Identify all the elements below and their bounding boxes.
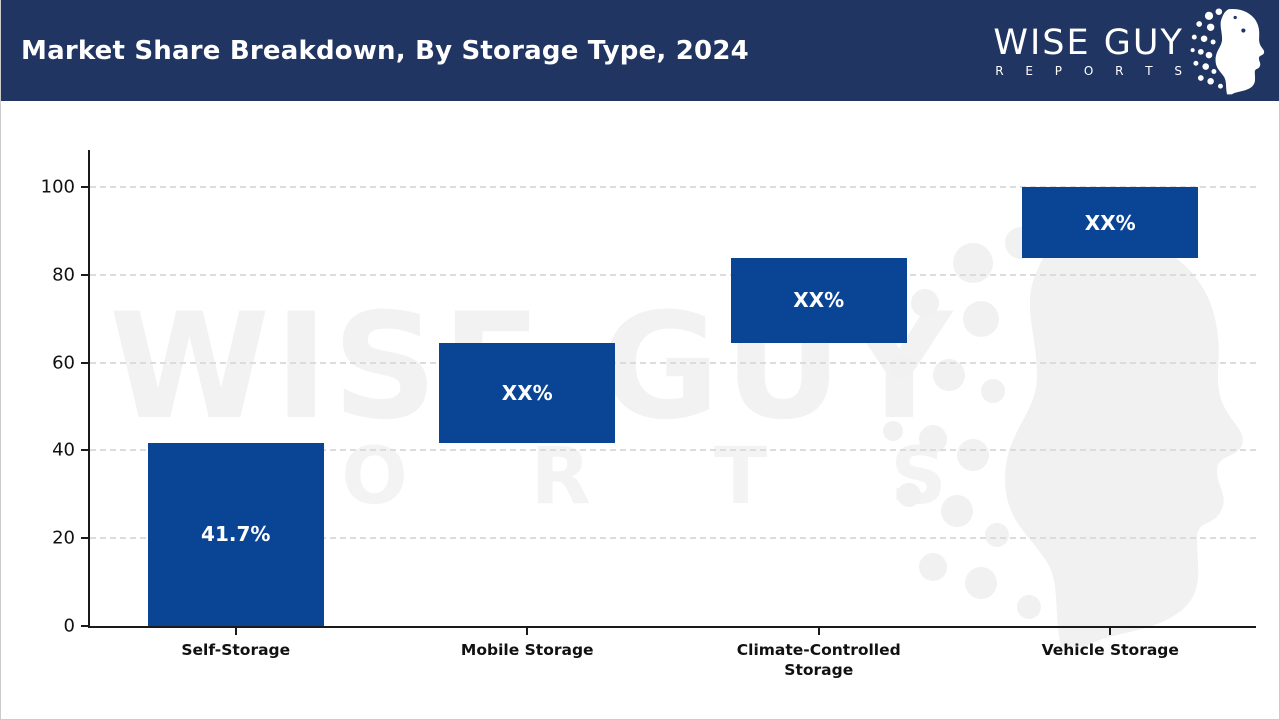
y-axis-tick-label: 60 — [52, 352, 75, 374]
x-axis-category-label: Vehicle Storage — [1041, 641, 1179, 659]
gridline — [90, 273, 1256, 276]
x-axis-tick — [1109, 628, 1112, 635]
header-bar: Market Share Breakdown, By Storage Type,… — [1, 0, 1279, 101]
bar — [439, 342, 616, 443]
brand-logo-text: WISE GUY R E P O R T S — [986, 22, 1191, 78]
watermark-face-icon — [883, 227, 1243, 647]
x-axis-category-label: Mobile Storage — [460, 641, 594, 659]
brand-logo: WISE GUY R E P O R T S — [986, 6, 1269, 96]
y-axis-line — [88, 150, 90, 628]
x-axis-tick — [817, 628, 820, 635]
y-axis-tick-label: 20 — [52, 527, 75, 549]
brand-subname: R E P O R T S — [995, 63, 1191, 78]
y-axis-tick-label: 80 — [52, 264, 75, 286]
bar — [1022, 187, 1199, 259]
page-title: Market Share Breakdown, By Storage Type,… — [21, 35, 749, 66]
x-axis-tick — [234, 628, 237, 635]
gridline — [90, 186, 1256, 188]
x-axis-line — [88, 626, 1256, 628]
bar-value-label: XX% — [793, 288, 845, 313]
bar — [147, 442, 324, 626]
gridline — [90, 537, 1256, 540]
x-axis-tick — [526, 628, 529, 635]
brand-face-icon — [1190, 8, 1265, 95]
y-axis-tick-label: 40 — [52, 439, 75, 461]
y-axis-tick-label: 0 — [63, 615, 75, 637]
bar-value-label: XX% — [501, 380, 553, 405]
bar-value-label: 41.7% — [201, 522, 271, 547]
bar-value-label: XX% — [1084, 210, 1136, 235]
bar — [730, 258, 907, 343]
x-axis-category-label: Climate-Controlled Storage — [736, 641, 901, 680]
gridline — [90, 449, 1256, 452]
brand-name: WISE GUY — [993, 22, 1184, 63]
y-axis-tick — [81, 186, 89, 188]
y-axis-tick — [81, 625, 89, 627]
y-axis-tick — [81, 537, 89, 540]
gridline — [90, 361, 1256, 364]
y-axis-tick — [81, 361, 89, 364]
y-axis-tick — [81, 449, 89, 452]
y-axis-tick-label: 100 — [40, 176, 75, 198]
y-axis-tick — [81, 273, 89, 276]
x-axis-category-label: Self-Storage — [181, 641, 291, 659]
